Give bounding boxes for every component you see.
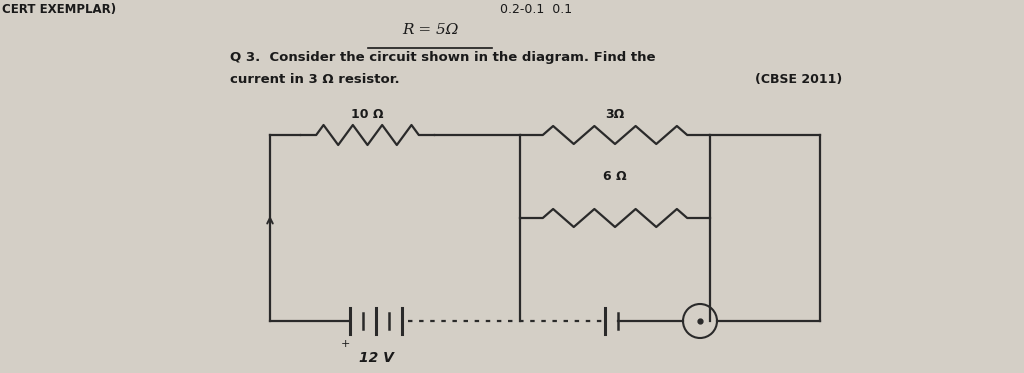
- Text: (CBSE 2011): (CBSE 2011): [755, 73, 843, 86]
- Text: R = 5Ω: R = 5Ω: [401, 23, 458, 37]
- Text: 6 Ω: 6 Ω: [603, 170, 627, 183]
- Text: 10 Ω: 10 Ω: [351, 108, 384, 121]
- Text: CERT EXEMPLAR): CERT EXEMPLAR): [2, 3, 116, 16]
- Circle shape: [683, 304, 717, 338]
- Text: current in 3 Ω resistor.: current in 3 Ω resistor.: [230, 73, 399, 86]
- Text: Q 3.  Consider the circuit shown in the diagram. Find the: Q 3. Consider the circuit shown in the d…: [230, 51, 655, 64]
- Text: 0.2-0.1  0.1: 0.2-0.1 0.1: [500, 3, 572, 16]
- Text: 3Ω: 3Ω: [605, 108, 625, 121]
- Text: 12 V: 12 V: [358, 351, 393, 365]
- Text: +: +: [340, 339, 349, 349]
